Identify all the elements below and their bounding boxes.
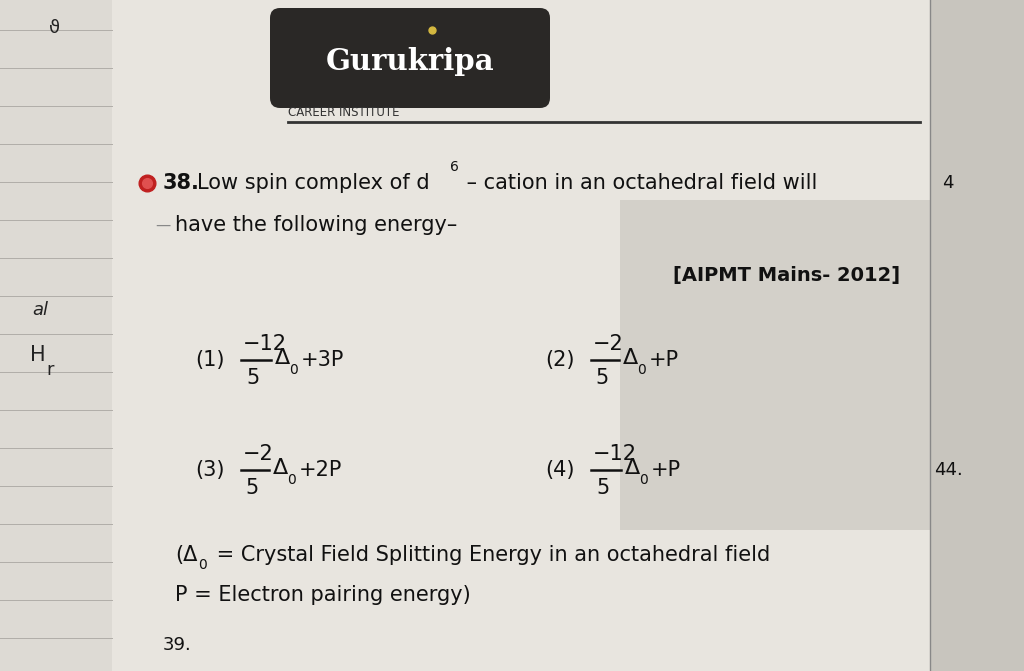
Text: —: — <box>155 217 170 232</box>
Text: 0: 0 <box>198 558 207 572</box>
Text: = Crystal Field Splitting Energy in an octahedral field: = Crystal Field Splitting Energy in an o… <box>210 545 770 565</box>
Text: 0: 0 <box>639 473 648 487</box>
Text: [AIPMT Mains- 2012]: [AIPMT Mains- 2012] <box>673 266 900 285</box>
Text: P = Electron pairing energy): P = Electron pairing energy) <box>175 585 471 605</box>
Text: Low spin complex of d: Low spin complex of d <box>197 173 430 193</box>
Text: 38.: 38. <box>163 173 200 193</box>
FancyBboxPatch shape <box>0 0 112 671</box>
Text: +2P: +2P <box>299 460 342 480</box>
FancyBboxPatch shape <box>270 8 550 108</box>
Text: Δ: Δ <box>623 348 638 368</box>
FancyBboxPatch shape <box>112 0 982 671</box>
Text: 5: 5 <box>596 478 609 498</box>
Text: Δ: Δ <box>625 458 640 478</box>
Text: 5: 5 <box>246 478 259 498</box>
Text: r: r <box>46 361 53 379</box>
Text: Δ: Δ <box>273 458 288 478</box>
Text: 5: 5 <box>247 368 260 388</box>
Text: 0: 0 <box>637 363 646 377</box>
Text: +P: +P <box>651 460 681 480</box>
Text: al: al <box>32 301 48 319</box>
Text: (4): (4) <box>545 460 574 480</box>
Text: CAREER INSTITUTE: CAREER INSTITUTE <box>288 105 399 119</box>
Text: 44.: 44. <box>934 461 963 479</box>
Text: (1): (1) <box>195 350 224 370</box>
Text: −12: −12 <box>593 444 637 464</box>
Text: 39.: 39. <box>163 636 191 654</box>
Text: 5: 5 <box>595 368 608 388</box>
Text: 6: 6 <box>450 160 459 174</box>
FancyBboxPatch shape <box>620 200 930 530</box>
FancyBboxPatch shape <box>930 0 1024 671</box>
Text: 0: 0 <box>289 363 298 377</box>
Text: −2: −2 <box>243 444 273 464</box>
Text: (2): (2) <box>545 350 574 370</box>
Text: have the following energy–: have the following energy– <box>175 215 458 235</box>
Text: −2: −2 <box>593 334 624 354</box>
Text: (3): (3) <box>195 460 224 480</box>
Text: +P: +P <box>649 350 679 370</box>
Text: – cation in an octahedral field will: – cation in an octahedral field will <box>460 173 817 193</box>
Text: +3P: +3P <box>301 350 344 370</box>
Text: 4: 4 <box>942 174 953 192</box>
Text: −12: −12 <box>243 334 287 354</box>
Text: ϑ: ϑ <box>49 19 60 37</box>
Text: 0: 0 <box>287 473 296 487</box>
Text: Δ: Δ <box>275 348 290 368</box>
Text: Gurukripa: Gurukripa <box>326 48 495 76</box>
Text: (Δ: (Δ <box>175 545 198 565</box>
Text: H: H <box>30 345 46 365</box>
